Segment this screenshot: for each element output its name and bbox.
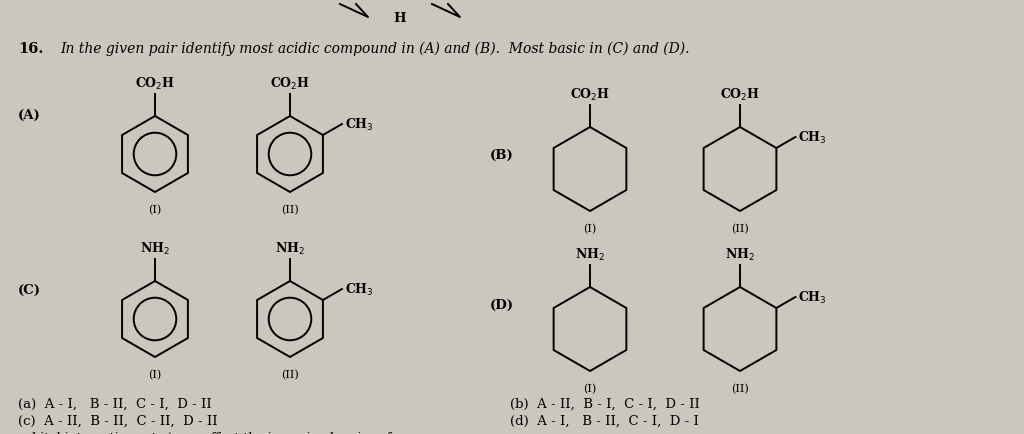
Text: CH$_3$: CH$_3$ bbox=[345, 281, 374, 297]
Text: (D): (D) bbox=[490, 298, 514, 311]
Text: CO$_2$H: CO$_2$H bbox=[135, 76, 175, 92]
Text: (A): (A) bbox=[18, 108, 41, 121]
Text: H: H bbox=[393, 11, 407, 24]
Text: (I): (I) bbox=[584, 224, 597, 234]
Text: CH$_3$: CH$_3$ bbox=[345, 117, 374, 133]
Text: CO$_2$H: CO$_2$H bbox=[720, 87, 760, 103]
Text: NH$_2$: NH$_2$ bbox=[275, 240, 305, 256]
Text: (c)  A - II,  B - II,  C - II,  D - II: (c) A - II, B - II, C - II, D - II bbox=[18, 414, 218, 427]
Text: 16.: 16. bbox=[18, 42, 43, 56]
Text: CH$_3$: CH$_3$ bbox=[799, 130, 827, 146]
Text: orbital interactions etc.) can affect the inversion barrier of: orbital interactions etc.) can affect th… bbox=[18, 431, 390, 434]
Text: In the given pair identify most acidic compound in (A) and (B).  Most basic in (: In the given pair identify most acidic c… bbox=[60, 42, 689, 56]
Text: (I): (I) bbox=[584, 383, 597, 393]
Text: (C): (C) bbox=[18, 283, 41, 296]
Text: CO$_2$H: CO$_2$H bbox=[570, 87, 610, 103]
Text: (d)  A - I,   B - II,  C - I,  D - I: (d) A - I, B - II, C - I, D - I bbox=[510, 414, 698, 427]
Text: (B): (B) bbox=[490, 148, 514, 161]
Text: (II): (II) bbox=[282, 369, 299, 379]
Text: NH$_2$: NH$_2$ bbox=[725, 247, 755, 263]
Text: NH$_2$: NH$_2$ bbox=[575, 247, 605, 263]
Text: CO$_2$H: CO$_2$H bbox=[270, 76, 310, 92]
Text: (I): (I) bbox=[148, 204, 162, 215]
Text: (a)  A - I,   B - II,  C - I,  D - II: (a) A - I, B - II, C - I, D - II bbox=[18, 397, 212, 410]
Text: (I): (I) bbox=[148, 369, 162, 379]
Text: CH$_3$: CH$_3$ bbox=[799, 289, 827, 306]
Text: (II): (II) bbox=[731, 383, 749, 393]
Text: (II): (II) bbox=[282, 204, 299, 215]
Text: NH$_2$: NH$_2$ bbox=[140, 240, 170, 256]
Text: (b)  A - II,  B - I,  C - I,  D - II: (b) A - II, B - I, C - I, D - II bbox=[510, 397, 699, 410]
Text: (II): (II) bbox=[731, 224, 749, 234]
